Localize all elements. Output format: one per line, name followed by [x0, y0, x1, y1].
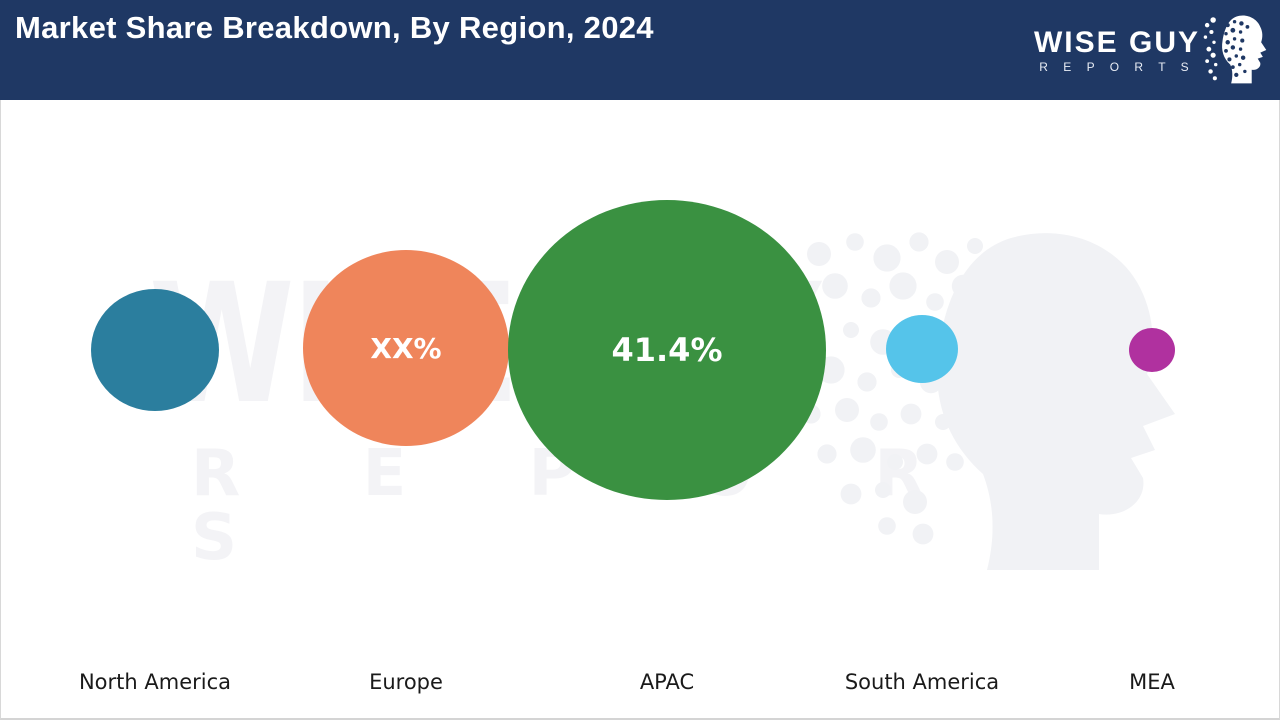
brand-logo: WISE GUY R E P O R T S [1034, 6, 1274, 94]
brand-name: WISE GUY [1033, 26, 1200, 59]
category-label-europe: Europe [369, 670, 443, 694]
header: Market Share Breakdown, By Region, 2024 … [0, 0, 1280, 100]
bubble-value-label-apac: 41.4% [611, 331, 723, 369]
category-label-row: North America Europe APAC South America MEA [1, 670, 1280, 704]
category-label-north-america: North America [78, 670, 232, 694]
brand-logo-text: WISE GUY R E P O R T S [1034, 26, 1200, 74]
page-title: Market Share Breakdown, By Region, 2024 [15, 10, 654, 45]
bubble-value-label-europe: XX% [370, 331, 442, 365]
category-label-apac: APAC [639, 670, 695, 694]
category-label-mea: MEA [1129, 670, 1175, 694]
bubble-apac: 41.4% [508, 200, 826, 500]
wise-guy-head-icon [1203, 15, 1267, 84]
bubble-north-america [91, 289, 219, 411]
category-label-south-america: South America [844, 670, 1000, 694]
bubble-mea [1129, 328, 1175, 372]
bubble-south-america [886, 315, 958, 383]
bubble-europe: XX% [303, 250, 509, 446]
brand-subtitle: R E P O R T S [1039, 60, 1195, 74]
